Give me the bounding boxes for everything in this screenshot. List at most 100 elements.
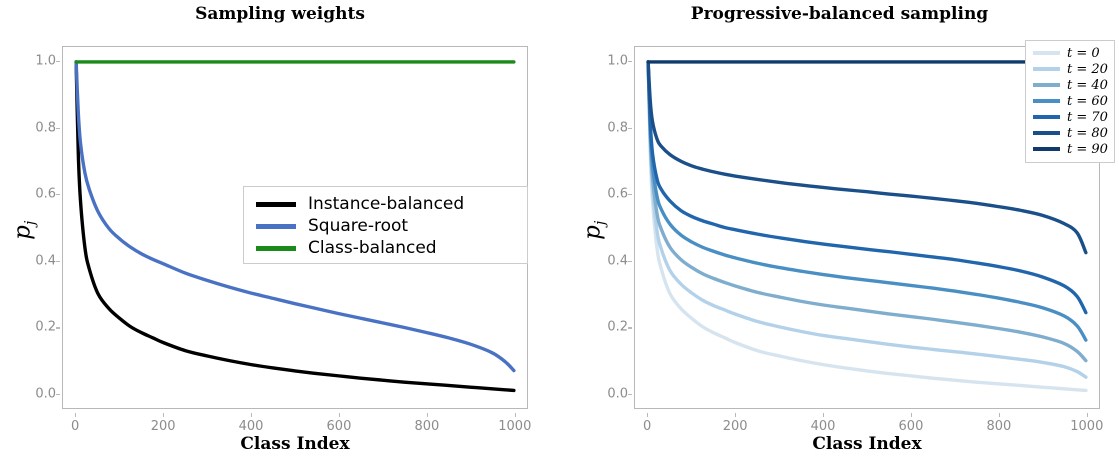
x-tick-label: 600 bbox=[898, 419, 924, 434]
legend-color-swatch bbox=[1033, 67, 1060, 71]
y-tick-label: 0.4 bbox=[607, 253, 628, 269]
legend-color-swatch bbox=[1033, 99, 1060, 103]
panel-sampling-weights: Sampling weights 0.0 0.2 0.4 0.6 0.8 1.0 0 200… bbox=[4, 4, 532, 454]
y-axis-ticks-left: 0.0 0.2 0.4 0.6 0.8 1.0 bbox=[4, 46, 60, 409]
x-tick-mark bbox=[823, 413, 825, 417]
y-tick-mark bbox=[56, 60, 60, 63]
legend-item[interactable]: t = 90 bbox=[1031, 141, 1109, 157]
legend-item-label: t = 0 bbox=[1067, 45, 1100, 61]
y-tick-label: 0.2 bbox=[35, 319, 56, 335]
x-tick-label: 400 bbox=[810, 419, 836, 434]
x-axis-ticks-left: 0 200 400 600 800 1000 bbox=[62, 413, 532, 437]
series-line bbox=[646, 60, 1088, 393]
series-line bbox=[646, 60, 1088, 315]
x-tick-mark bbox=[251, 413, 253, 417]
legend-item-label: Square-root bbox=[308, 216, 409, 236]
legend-item[interactable]: Class-balanced bbox=[252, 237, 519, 259]
x-tick-mark bbox=[338, 413, 341, 417]
y-tick-mark bbox=[56, 327, 60, 329]
series-line bbox=[74, 60, 516, 393]
y-tick-mark bbox=[56, 194, 60, 196]
x-tick-label: 400 bbox=[238, 419, 264, 434]
x-axis-ticks-right: 0 200 400 600 800 1000 bbox=[634, 413, 1104, 437]
x-tick-label: 800 bbox=[986, 419, 1012, 434]
y-axis-label-right-sub: j bbox=[592, 220, 609, 226]
x-tick-mark bbox=[910, 413, 913, 417]
legend-item[interactable]: t = 0 bbox=[1031, 45, 1109, 61]
x-tick-label: 600 bbox=[326, 419, 352, 434]
x-tick-label: 1000 bbox=[498, 419, 532, 434]
y-tick-mark bbox=[628, 60, 632, 63]
legend-item[interactable]: t = 70 bbox=[1031, 109, 1109, 125]
legend-item[interactable]: t = 80 bbox=[1031, 125, 1109, 141]
legend-item-label: Class-balanced bbox=[308, 238, 437, 258]
y-tick-label: 0.0 bbox=[35, 386, 56, 402]
legend-item-label: t = 40 bbox=[1067, 77, 1108, 93]
y-tick-mark bbox=[628, 394, 632, 396]
y-tick-label: 0.2 bbox=[607, 319, 628, 335]
legend-color-swatch bbox=[1033, 115, 1060, 119]
y-tick-mark bbox=[628, 194, 632, 196]
x-tick-label: 200 bbox=[150, 419, 176, 434]
y-axis-label-right-main: p bbox=[579, 225, 606, 240]
x-axis-label-left: Class Index bbox=[240, 434, 350, 454]
plot-area-right bbox=[634, 46, 1100, 409]
y-axis-label-left-main: p bbox=[9, 225, 36, 240]
series-line bbox=[74, 60, 516, 373]
series-line bbox=[646, 60, 1088, 342]
legend-color-swatch bbox=[256, 245, 296, 251]
legend-color-swatch bbox=[1033, 131, 1060, 135]
y-axis-label-left: pj bbox=[10, 200, 39, 260]
y-axis-ticks-right: 0.0 0.2 0.4 0.6 0.8 1.0 bbox=[576, 46, 632, 409]
y-tick-label: 0.0 bbox=[607, 386, 628, 402]
panel-progressive-balanced: Progressive-balanced sampling bbox=[560, 0, 1119, 462]
y-tick-label: 1.0 bbox=[35, 53, 56, 69]
legend-color-swatch bbox=[1033, 51, 1060, 55]
chart-title-left: Sampling weights bbox=[195, 4, 365, 24]
x-tick-mark bbox=[998, 413, 1001, 417]
x-tick-mark bbox=[514, 413, 516, 417]
legend-item-label: t = 80 bbox=[1067, 125, 1108, 141]
legend-item[interactable]: t = 60 bbox=[1031, 93, 1109, 109]
legend-item[interactable]: Square-root bbox=[252, 215, 519, 237]
legend-color-swatch bbox=[1033, 147, 1060, 151]
y-tick-label: 1.0 bbox=[607, 53, 628, 69]
plot-lines-left bbox=[74, 60, 516, 393]
legend-item-label: t = 70 bbox=[1067, 109, 1108, 125]
legend-item[interactable]: t = 20 bbox=[1031, 61, 1109, 77]
x-tick-mark bbox=[75, 413, 77, 417]
x-tick-label: 800 bbox=[414, 419, 440, 434]
x-tick-label: 200 bbox=[722, 419, 748, 434]
x-tick-label: 1000 bbox=[1070, 419, 1104, 434]
plot-lines-right bbox=[646, 60, 1088, 393]
y-tick-label: 0.4 bbox=[35, 253, 56, 269]
legend-color-swatch bbox=[1033, 83, 1060, 87]
x-tick-mark bbox=[647, 413, 649, 417]
y-tick-label: 0.8 bbox=[35, 120, 56, 136]
y-axis-label-left-sub: j bbox=[22, 220, 39, 226]
x-tick-mark bbox=[735, 413, 737, 417]
legend-item-label: t = 20 bbox=[1067, 61, 1108, 77]
y-tick-mark bbox=[56, 127, 60, 129]
x-tick-mark bbox=[426, 413, 429, 417]
legend-item-label: t = 60 bbox=[1067, 93, 1108, 109]
legend-color-swatch bbox=[256, 201, 296, 207]
chart-title-right: Progressive-balanced sampling bbox=[690, 4, 989, 24]
legend-left[interactable]: Instance-balanced Square-root Class-balanc… bbox=[243, 186, 528, 264]
y-tick-mark bbox=[56, 394, 60, 396]
series-line bbox=[646, 60, 1088, 363]
y-tick-label: 0.6 bbox=[607, 186, 628, 202]
y-tick-mark bbox=[628, 260, 632, 262]
x-tick-mark bbox=[163, 413, 165, 417]
legend-item[interactable]: t = 40 bbox=[1031, 77, 1109, 93]
x-axis-label-right: Class Index bbox=[812, 434, 922, 454]
legend-item-label: Instance-balanced bbox=[308, 194, 465, 214]
series-line bbox=[646, 60, 1088, 255]
legend-item[interactable]: Instance-balanced bbox=[252, 193, 519, 215]
x-tick-label: 0 bbox=[71, 419, 80, 434]
y-tick-label: 0.8 bbox=[607, 120, 628, 136]
x-tick-label: 0 bbox=[643, 419, 652, 434]
legend-color-swatch bbox=[256, 223, 296, 229]
